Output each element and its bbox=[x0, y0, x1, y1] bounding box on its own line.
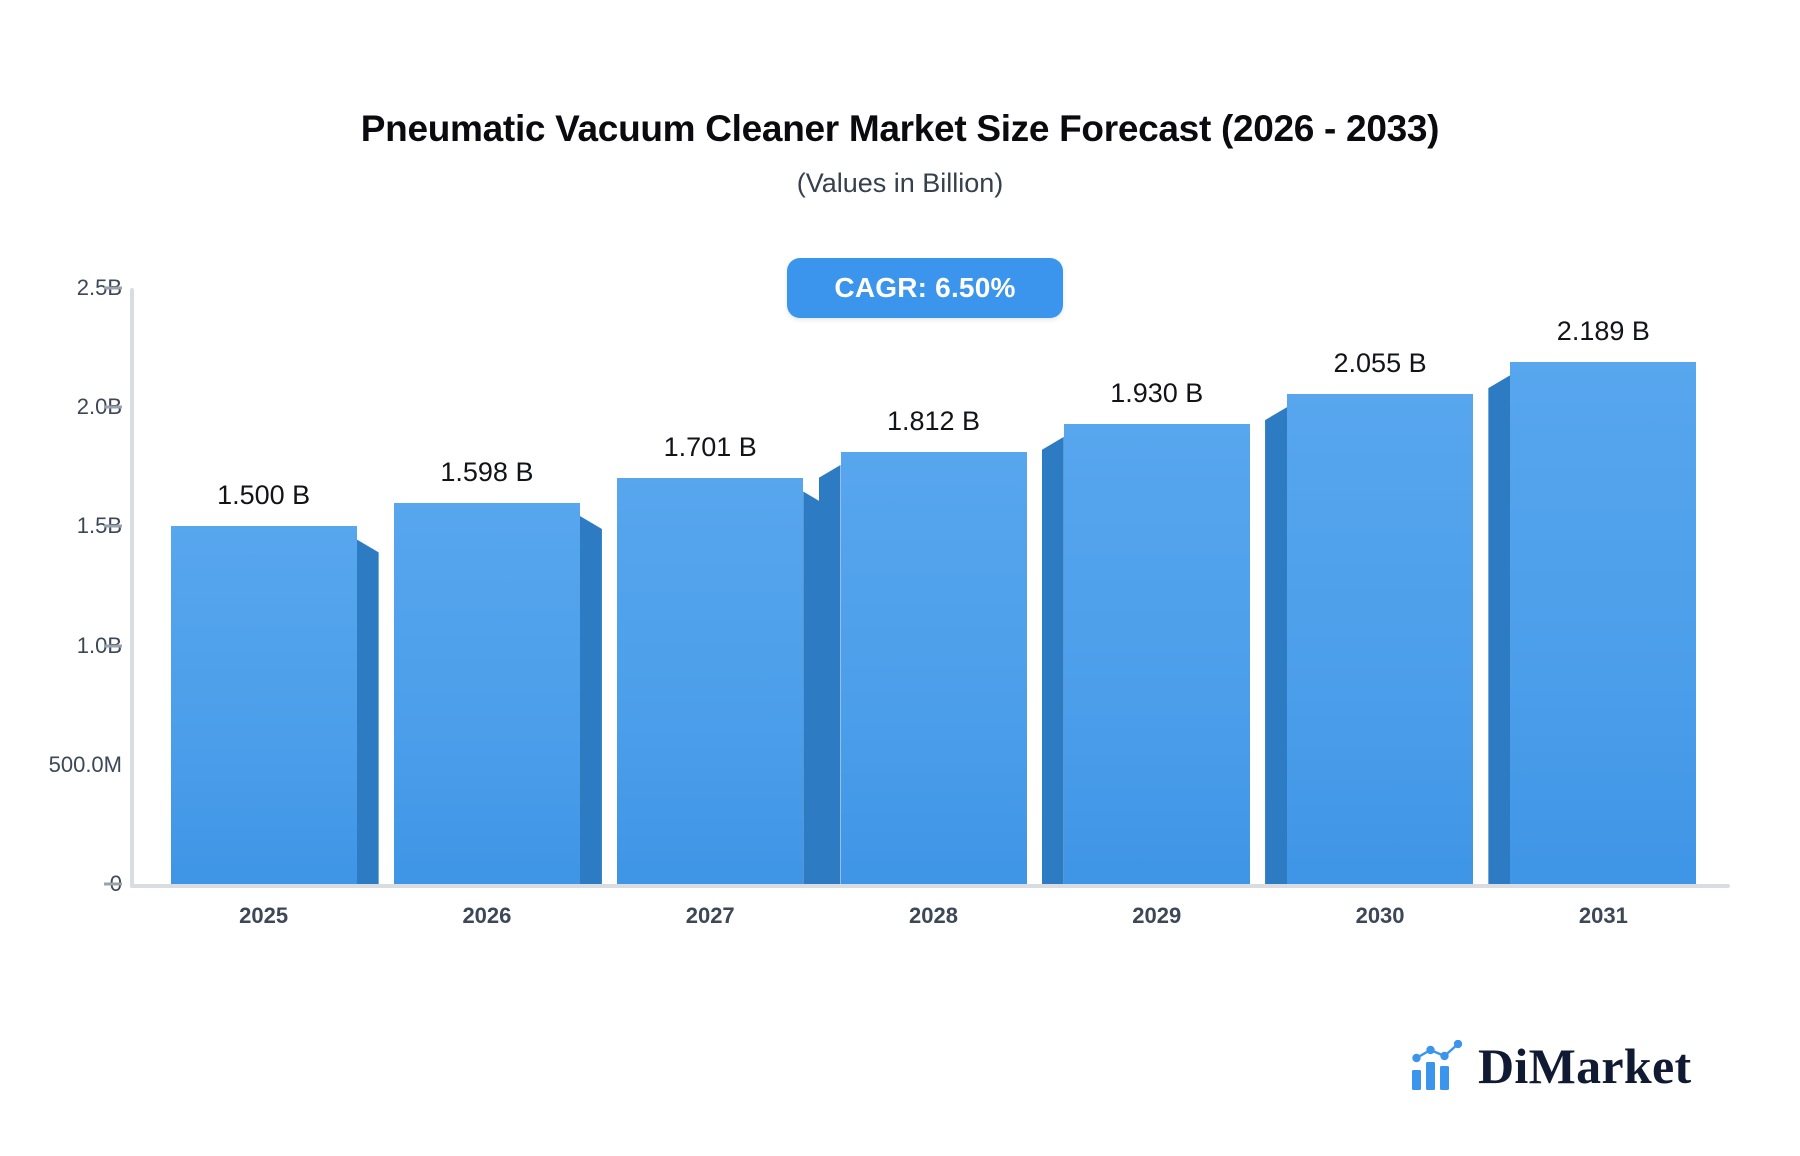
bar-2030[interactable] bbox=[1265, 394, 1474, 884]
bar-value-label: 1.701 B bbox=[663, 432, 757, 463]
bar-value-label: 1.812 B bbox=[886, 406, 981, 437]
y-axis-tick-mark bbox=[104, 882, 122, 886]
bar-front-face bbox=[1063, 423, 1250, 884]
y-axis-tick-label: 500.0M bbox=[48, 751, 122, 777]
bar-front-face bbox=[840, 452, 1027, 884]
brand-logo: DiMarket bbox=[1410, 1038, 1692, 1094]
bar-side-face bbox=[579, 516, 602, 884]
bar-2027[interactable] bbox=[617, 478, 826, 884]
bar-2025[interactable] bbox=[170, 526, 379, 884]
x-axis-line bbox=[130, 884, 1730, 888]
bar-front-face bbox=[1510, 362, 1697, 884]
bar-2029[interactable] bbox=[1041, 423, 1250, 884]
bar-front-face bbox=[617, 478, 804, 884]
bar-side-face bbox=[1041, 436, 1064, 884]
cagr-badge-label: CAGR: 6.50% bbox=[834, 272, 1016, 303]
bar-side-face bbox=[1265, 407, 1288, 884]
x-axis-tick-label: 2030 bbox=[1355, 903, 1405, 928]
bar-front-face bbox=[393, 503, 580, 884]
bar-side-face bbox=[818, 465, 841, 884]
bar-front-face bbox=[1287, 394, 1474, 884]
bar-value-label: 1.598 B bbox=[440, 457, 534, 488]
bar-side-face bbox=[1488, 375, 1511, 884]
page-subtitle: (Values in Billion) bbox=[796, 168, 1004, 198]
bar-chart-logo-icon bbox=[1410, 1039, 1466, 1092]
bar-value-label: 1.500 B bbox=[217, 480, 311, 511]
y-axis-tick-mark bbox=[104, 286, 122, 290]
y-axis-tick-mark bbox=[104, 405, 122, 409]
x-axis-tick-label: 2029 bbox=[1132, 903, 1182, 928]
bar-value-label: 1.930 B bbox=[1110, 377, 1204, 408]
y-axis-tick-mark bbox=[104, 644, 122, 648]
bar-2028[interactable] bbox=[818, 452, 1027, 884]
x-axis-tick-label: 2027 bbox=[685, 903, 735, 928]
x-axis-tick-label: 2028 bbox=[909, 903, 958, 928]
cagr-badge: CAGR: 6.50% bbox=[787, 258, 1063, 318]
bar-2026[interactable] bbox=[393, 503, 602, 884]
bar-value-label: 2.189 B bbox=[1556, 316, 1650, 347]
x-axis-tick-label: 2031 bbox=[1578, 903, 1628, 928]
bar-value-label: 2.055 B bbox=[1333, 348, 1427, 379]
page-title: Pneumatic Vacuum Cleaner Market Size For… bbox=[360, 108, 1440, 149]
bar-2031[interactable] bbox=[1488, 362, 1697, 884]
bar-side-face bbox=[356, 539, 379, 884]
x-axis-tick-label: 2025 bbox=[239, 903, 289, 928]
y-axis-tick-mark bbox=[104, 524, 122, 528]
bar-front-face bbox=[170, 526, 357, 884]
x-axis-tick-label: 2026 bbox=[462, 903, 512, 928]
y-axis-line bbox=[130, 288, 134, 888]
brand-name: DiMarket bbox=[1478, 1038, 1692, 1094]
